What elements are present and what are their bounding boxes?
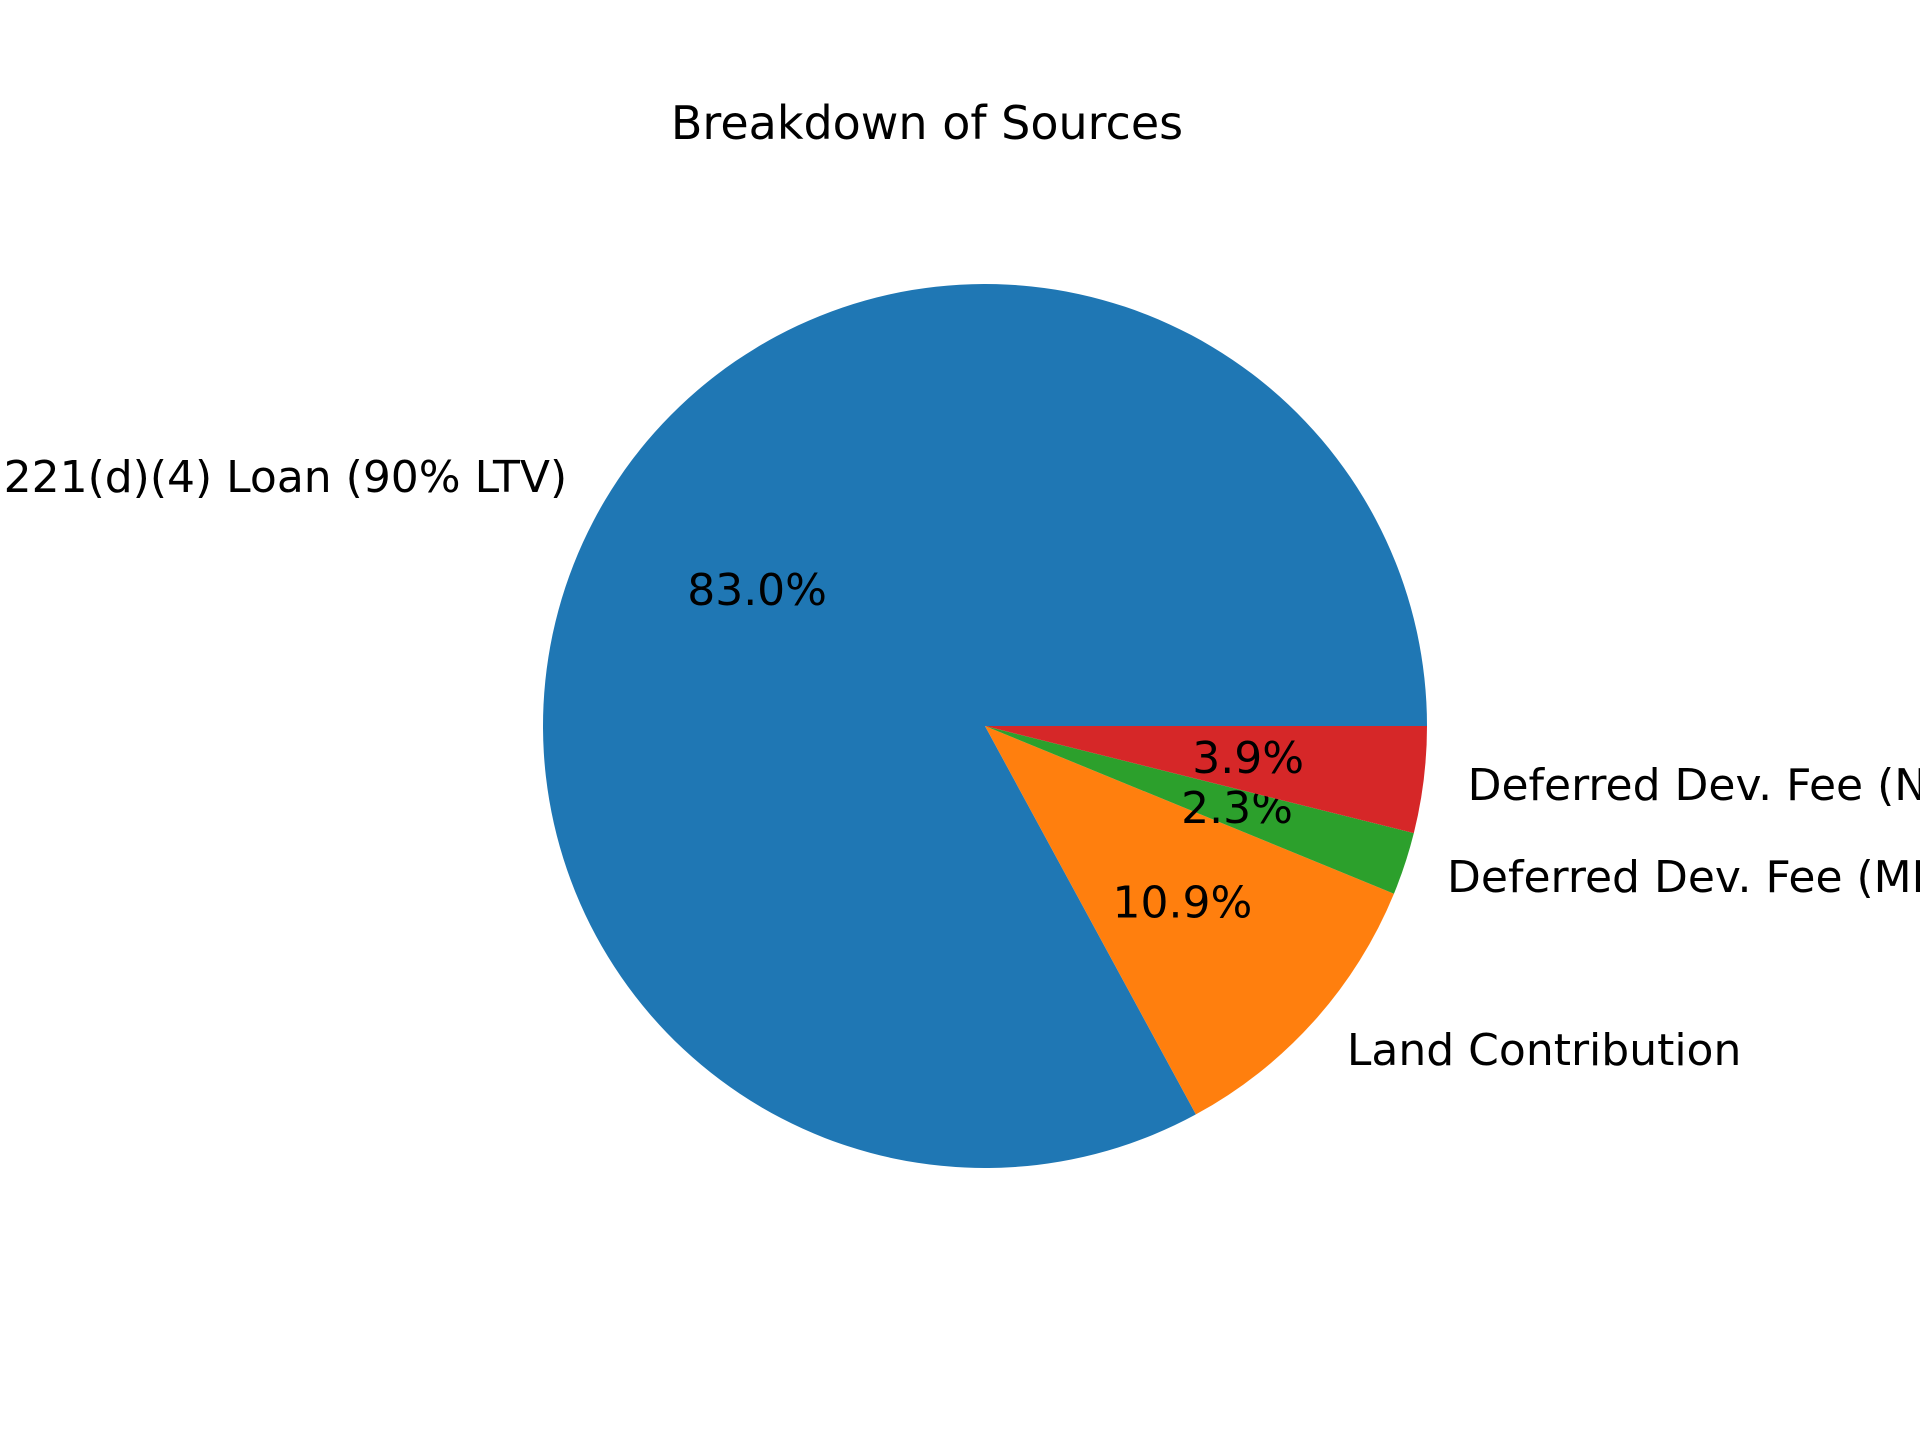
slice-label-deferred-dev-fee-mhdc: Deferred Dev. Fee (MHDC)	[1447, 852, 1920, 903]
slice-label-hud-221-d-4-loan-90-ltv: HUD 221(d)(4) Loan (90% LTV)	[0, 452, 567, 503]
slice-label-deferred-dev-fee-non-mhdc: Deferred Dev. Fee (Non-MHDC)	[1468, 760, 1920, 811]
slice-pct-land-contribution: 10.9%	[1113, 878, 1253, 929]
slice-pct-hud-221-d-4-loan-90-ltv: 83.0%	[687, 565, 827, 616]
pie-slice-deferred-dev-fee-non-mhdc	[985, 726, 1427, 834]
pie-slice-hud-221-d-4-loan-90-ltv	[543, 283, 1427, 1168]
pie-slice-deferred-dev-fee-mhdc	[985, 726, 1414, 894]
slice-pct-deferred-dev-fee-non-mhdc: 3.9%	[1192, 733, 1304, 784]
slice-label-land-contribution: Land Contribution	[1347, 1025, 1741, 1076]
pie-slice-land-contribution	[985, 726, 1394, 1115]
chart-title: Breakdown of Sources	[670, 96, 1184, 150]
